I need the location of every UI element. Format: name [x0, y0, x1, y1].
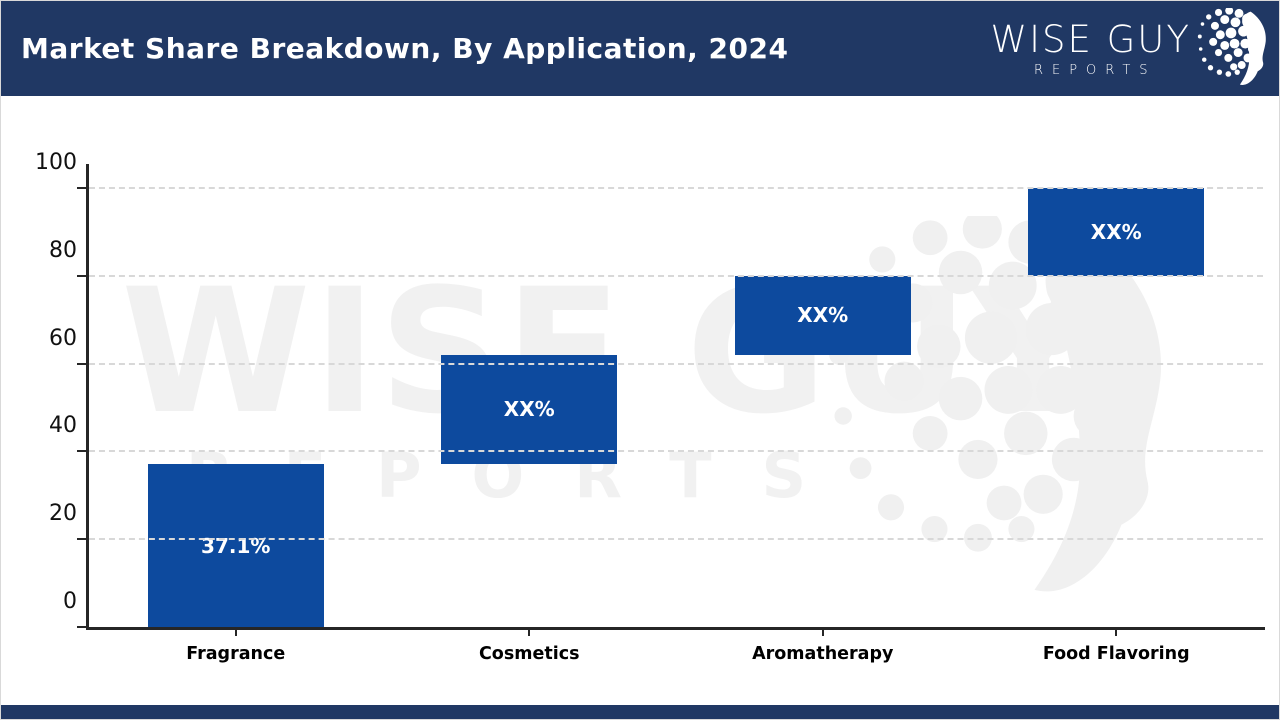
- x-tick-label: Food Flavoring: [1042, 644, 1190, 664]
- y-tick-mark: [77, 538, 86, 541]
- bar-value-label: XX%: [1090, 219, 1142, 244]
- x-tick-mark: [1115, 627, 1118, 636]
- gridline: [89, 450, 1263, 453]
- brand-logo-subtitle: REPORTS: [1033, 63, 1157, 78]
- x-tick-label: Aromatherapy: [752, 644, 894, 664]
- brand-logo-name: WISE GUY: [990, 18, 1191, 61]
- x-axis-spine: [86, 627, 1265, 630]
- brand-head-logo-icon: [1195, 8, 1267, 90]
- x-tick-label: Cosmetics: [478, 644, 580, 664]
- y-tick-mark: [77, 450, 86, 453]
- y-axis-spine: [86, 164, 89, 630]
- footer-bar: [1, 705, 1279, 719]
- plot-area: 37.1% Fragrance XX% Cosmetics XX% Aromatherap…: [35, 150, 1263, 664]
- gridline: [89, 362, 1263, 365]
- brand-logo-text: WISE GUY REPORTS: [990, 18, 1191, 79]
- bar-value-label: XX%: [797, 303, 849, 328]
- y-tick-label: 60: [49, 325, 77, 351]
- y-tick-label: 0: [63, 589, 77, 614]
- page-title: Market Share Breakdown, By Application, …: [21, 32, 789, 65]
- y-tick-mark: [77, 626, 86, 628]
- header-bar: Market Share Breakdown, By Application, …: [1, 1, 1279, 96]
- y-tick-label: 100: [35, 149, 77, 175]
- bar-food-flavoring: XX%: [1028, 187, 1205, 276]
- y-tick-label: 20: [49, 501, 77, 527]
- y-tick-mark: [77, 274, 86, 277]
- gridline: [89, 538, 1263, 541]
- bar-fragrance: 37.1%: [147, 464, 324, 627]
- gridline: [89, 274, 1263, 277]
- gridline: [89, 186, 1263, 189]
- x-tick-label: Fragrance: [186, 644, 286, 664]
- y-tick-label: 80: [49, 237, 77, 263]
- y-tick-mark: [77, 186, 86, 189]
- y-tick-mark: [77, 362, 86, 365]
- y-tick-label: 40: [49, 413, 77, 439]
- brand-logo: WISE GUY REPORTS: [991, 7, 1267, 91]
- x-tick-mark: [821, 627, 824, 636]
- bar-aromatherapy: XX%: [734, 275, 911, 355]
- bar-value-label: 37.1%: [201, 533, 271, 558]
- bar-cosmetics: XX%: [441, 354, 618, 465]
- x-tick-mark: [234, 627, 237, 636]
- bar-value-label: XX%: [503, 397, 555, 422]
- x-tick-mark: [528, 627, 531, 636]
